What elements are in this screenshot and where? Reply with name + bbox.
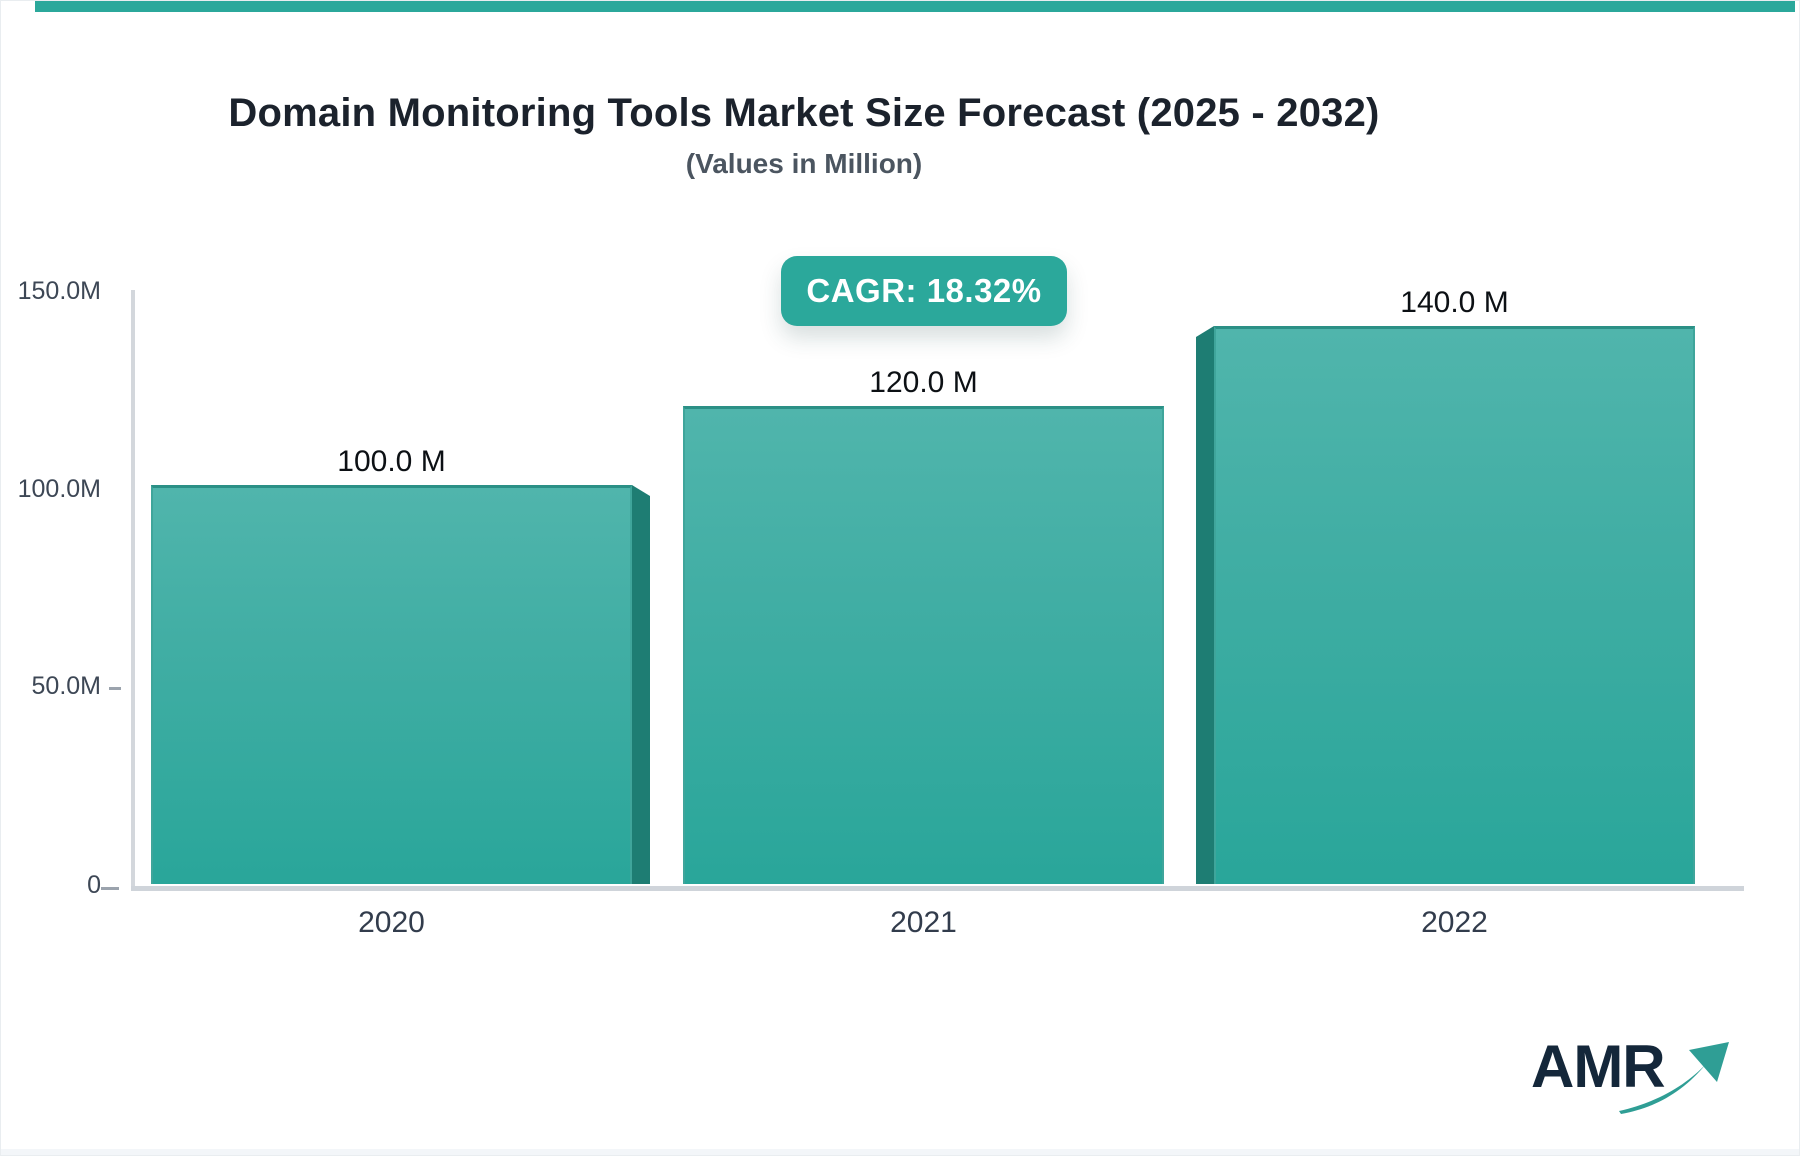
top-accent-bar [35,1,1795,12]
bar-2020 [151,485,632,884]
cagr-badge: CAGR: 18.32% [781,256,1067,326]
bar-side-face [1196,326,1214,884]
y-tick-label-0: 0 [87,871,101,899]
bar-2021 [683,406,1164,884]
bar-value-label: 140.0 M [1400,286,1509,319]
y-tick-mark-0 [101,887,119,890]
bar-side-face [632,485,650,884]
bar-group-2021: 120.0 M [683,366,1164,884]
growth-arrow-icon [1619,1042,1729,1114]
amr-logo: AMR [1531,1026,1729,1116]
x-tick-label-2021: 2021 [890,906,957,939]
x-tick-label-2020: 2020 [358,906,425,939]
amr-logo-text: AMR [1531,1033,1666,1100]
bar-2022 [1214,326,1695,884]
bottom-strip [1,1149,1799,1155]
bar-group-2022: 140.0 M [1196,286,1695,884]
x-tick-label-2022: 2022 [1421,906,1488,939]
y-tick-label-50: 50.0M [31,672,101,700]
bar-value-label: 120.0 M [869,366,978,399]
chart-subtitle: (Values in Million) [685,148,923,179]
bar-value-label: 100.0 M [337,445,446,478]
y-axis-line [131,290,135,891]
chart-title: Domain Monitoring Tools Market Size Fore… [228,91,1380,135]
y-tick-label-150: 150.0M [17,277,101,305]
y-tick-mark-50 [109,687,121,690]
x-axis-line [131,886,1744,891]
y-tick-label-100: 100.0M [17,475,101,503]
bar-group-2020: 100.0 M [151,445,650,884]
